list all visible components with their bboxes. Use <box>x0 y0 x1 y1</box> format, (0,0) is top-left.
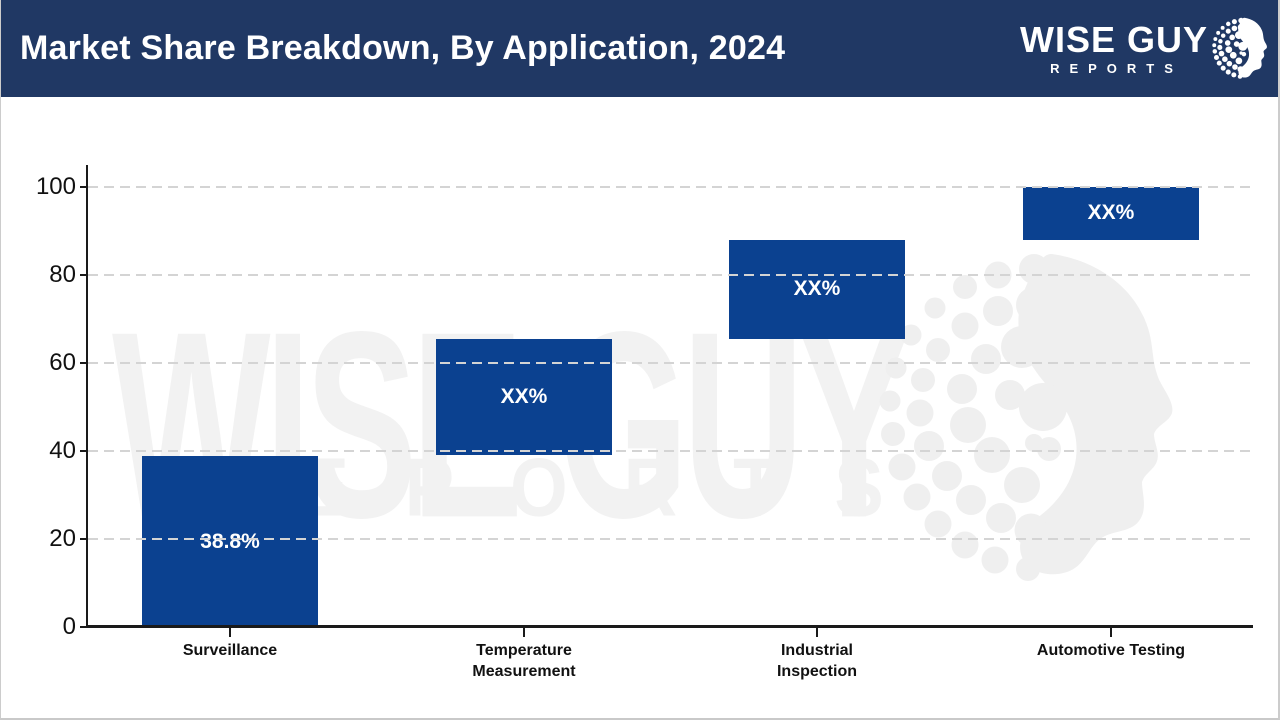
bar-segment: XX% <box>729 239 905 339</box>
chart-title: Market Share Breakdown, By Application, … <box>20 29 786 67</box>
x-axis-category-label: Automotive Testing <box>981 640 1241 661</box>
y-gridline <box>88 186 1253 188</box>
x-axis-category-label-line: Surveillance <box>182 642 278 659</box>
x-axis-category-label: Surveillance <box>100 640 360 661</box>
header-bar: Market Share Breakdown, By Application, … <box>0 0 1280 97</box>
bar-value-label: XX% <box>1087 201 1135 225</box>
y-gridline <box>88 538 1253 540</box>
y-axis-tick-label: 20 <box>49 525 76 552</box>
logo-subtitle: REPORTS <box>1050 61 1183 76</box>
y-axis-tick <box>80 450 88 452</box>
y-axis-tick <box>80 362 88 364</box>
x-axis-category-label: Temperature Measurement <box>394 640 654 682</box>
x-axis-tick <box>816 628 818 637</box>
y-axis-tick <box>80 274 88 276</box>
y-axis-line <box>86 165 88 628</box>
y-gridline <box>88 274 1253 276</box>
y-axis-tick-label: 80 <box>49 261 76 288</box>
bar-value-label: 38.8% <box>200 529 260 553</box>
y-gridline <box>88 450 1253 452</box>
x-axis-tick <box>523 628 525 637</box>
y-axis-tick <box>80 538 88 540</box>
x-axis-category-label-line: Temperature <box>476 642 572 659</box>
x-axis-category-label: Industrial Inspection <box>687 640 947 682</box>
bar-value-label: XX% <box>793 277 841 301</box>
logo-wordmark: WISE GUY <box>1019 19 1208 60</box>
y-axis-tick-label: 40 <box>49 437 76 464</box>
x-axis-tick <box>229 628 231 637</box>
x-axis-tick <box>1110 628 1112 637</box>
x-axis-category-label-line: Inspection <box>776 663 857 680</box>
x-axis-line <box>86 625 1253 628</box>
wise-guy-reports-logo: WISE GUY REPORTS <box>1020 9 1268 87</box>
bar-value-label: XX% <box>500 385 548 409</box>
y-axis-tick-label: 0 <box>62 613 76 640</box>
x-axis-category-label-line: Industrial <box>780 642 853 659</box>
y-axis-tick <box>80 186 88 188</box>
dotted-head-logo-icon <box>1212 9 1268 87</box>
x-axis-category-label-line: Measurement <box>472 663 576 680</box>
y-axis-tick <box>80 626 88 628</box>
y-axis-tick-label: 100 <box>35 173 76 200</box>
x-axis-category-label-line: Automotive Testing <box>1036 642 1186 659</box>
y-axis-tick-label: 60 <box>49 349 76 376</box>
bar-segment: 38.8% <box>142 456 318 627</box>
y-gridline <box>88 362 1253 364</box>
bar-segment: XX% <box>436 338 612 456</box>
bar-segment: XX% <box>1023 187 1199 240</box>
